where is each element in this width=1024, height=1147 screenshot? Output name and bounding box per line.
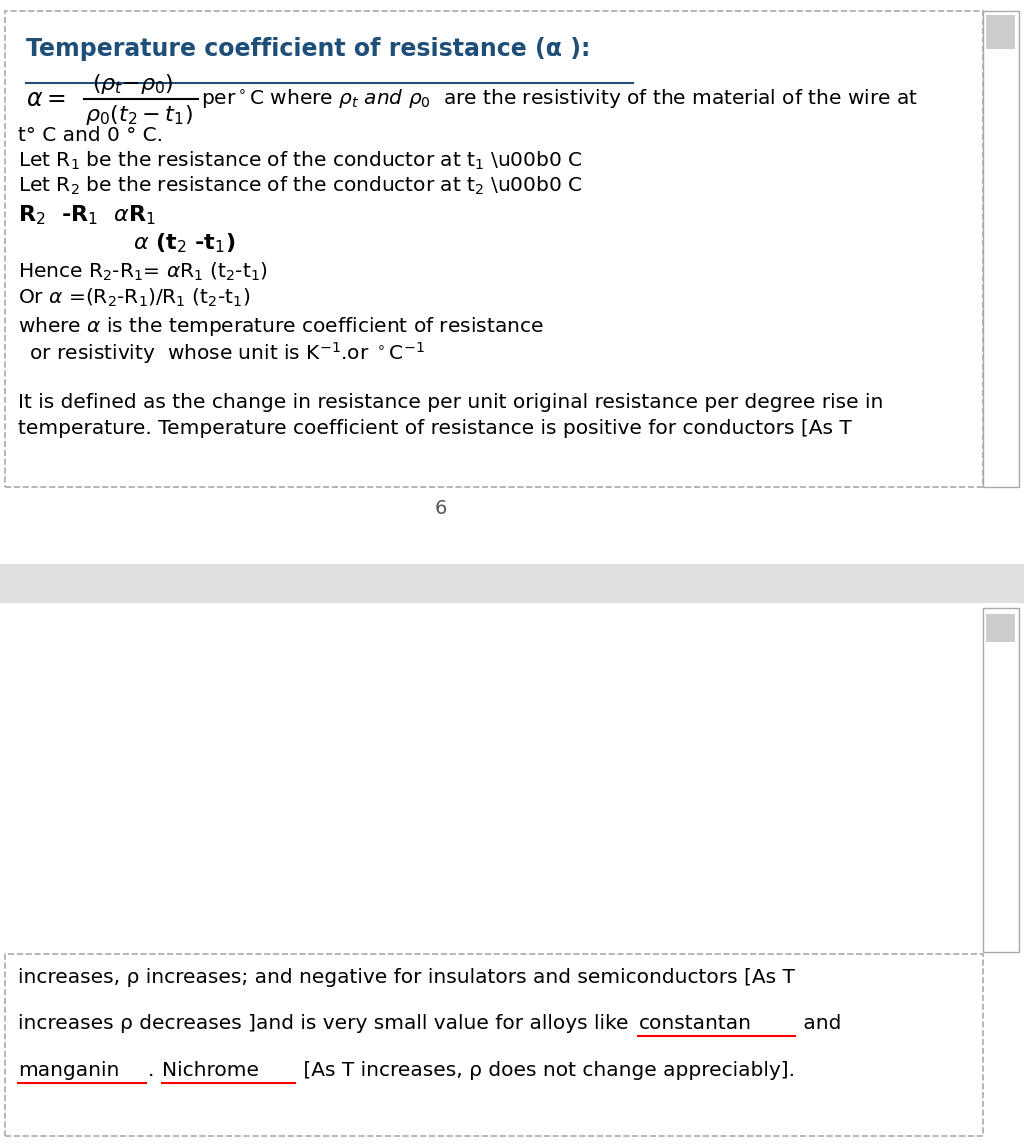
Text: $\alpha$ (t$_2$ -t$_1$): $\alpha$ (t$_2$ -t$_1$) <box>133 232 236 255</box>
Bar <box>5 11 983 487</box>
Text: Temperature coefficient of resistance (α ):: Temperature coefficient of resistance (α… <box>26 37 590 61</box>
Text: Hence R$_2$-R$_1$= $\alpha$R$_1$ (t$_2$-t$_1$): Hence R$_2$-R$_1$= $\alpha$R$_1$ (t$_2$-… <box>18 260 268 283</box>
Bar <box>986 15 1015 49</box>
Text: $(\rho_t\mathrm{-}\rho_0)$: $(\rho_t\mathrm{-}\rho_0)$ <box>92 72 174 95</box>
Text: increases, ρ increases; and negative for insulators and semiconductors [As T: increases, ρ increases; and negative for… <box>18 968 796 986</box>
Text: temperature. Temperature coefficient of resistance is positive for conductors [A: temperature. Temperature coefficient of … <box>18 420 852 438</box>
Text: Or $\alpha$ =(R$_2$-R$_1$)/R$_1$ (t$_2$-t$_1$): Or $\alpha$ =(R$_2$-R$_1$)/R$_1$ (t$_2$-… <box>18 287 251 310</box>
Bar <box>986 614 1015 642</box>
Text: Let R$_2$ be the resistance of the conductor at t$_2$ \u00b0 C: Let R$_2$ be the resistance of the condu… <box>18 174 583 197</box>
Text: increases ρ decreases ]and is very small value for alloys like: increases ρ decreases ]and is very small… <box>18 1014 635 1032</box>
Text: $\alpha=$: $\alpha=$ <box>26 87 66 110</box>
Text: $\rho_0(t_2-t_1)$: $\rho_0(t_2-t_1)$ <box>85 103 193 126</box>
Text: It is defined as the change in resistance per unit original resistance per degre: It is defined as the change in resistanc… <box>18 393 884 412</box>
Bar <box>0 564 1024 603</box>
Text: 6: 6 <box>434 499 446 517</box>
Bar <box>5 954 983 1136</box>
Text: [As T increases, ρ does not change appreciably].: [As T increases, ρ does not change appre… <box>297 1061 795 1079</box>
Bar <box>983 11 1019 487</box>
Text: Let R$_1$ be the resistance of the conductor at t$_1$ \u00b0 C: Let R$_1$ be the resistance of the condu… <box>18 149 583 172</box>
Text: manganin: manganin <box>18 1061 120 1079</box>
Text: where $\alpha$ is the temperature coefficient of resistance: where $\alpha$ is the temperature coeffi… <box>18 315 544 338</box>
Text: constantan: constantan <box>639 1014 752 1032</box>
Text: R$_2$  -R$_1$  $\alpha$R$_1$: R$_2$ -R$_1$ $\alpha$R$_1$ <box>18 204 157 227</box>
Text: .: . <box>148 1061 161 1079</box>
Text: per$^\circ$C where $\rho_t$ $and$ $\rho_0$  are the resistivity of the material : per$^\circ$C where $\rho_t$ $and$ $\rho_… <box>201 87 918 110</box>
Text: or resistivity  whose unit is K$^{-1}$.or $^\circ$C$^{-1}$: or resistivity whose unit is K$^{-1}$.or… <box>23 341 424 366</box>
Text: t° C and 0 ° C.: t° C and 0 ° C. <box>18 126 164 145</box>
Text: and: and <box>797 1014 841 1032</box>
Text: Nichrome: Nichrome <box>162 1061 259 1079</box>
Bar <box>983 608 1019 952</box>
